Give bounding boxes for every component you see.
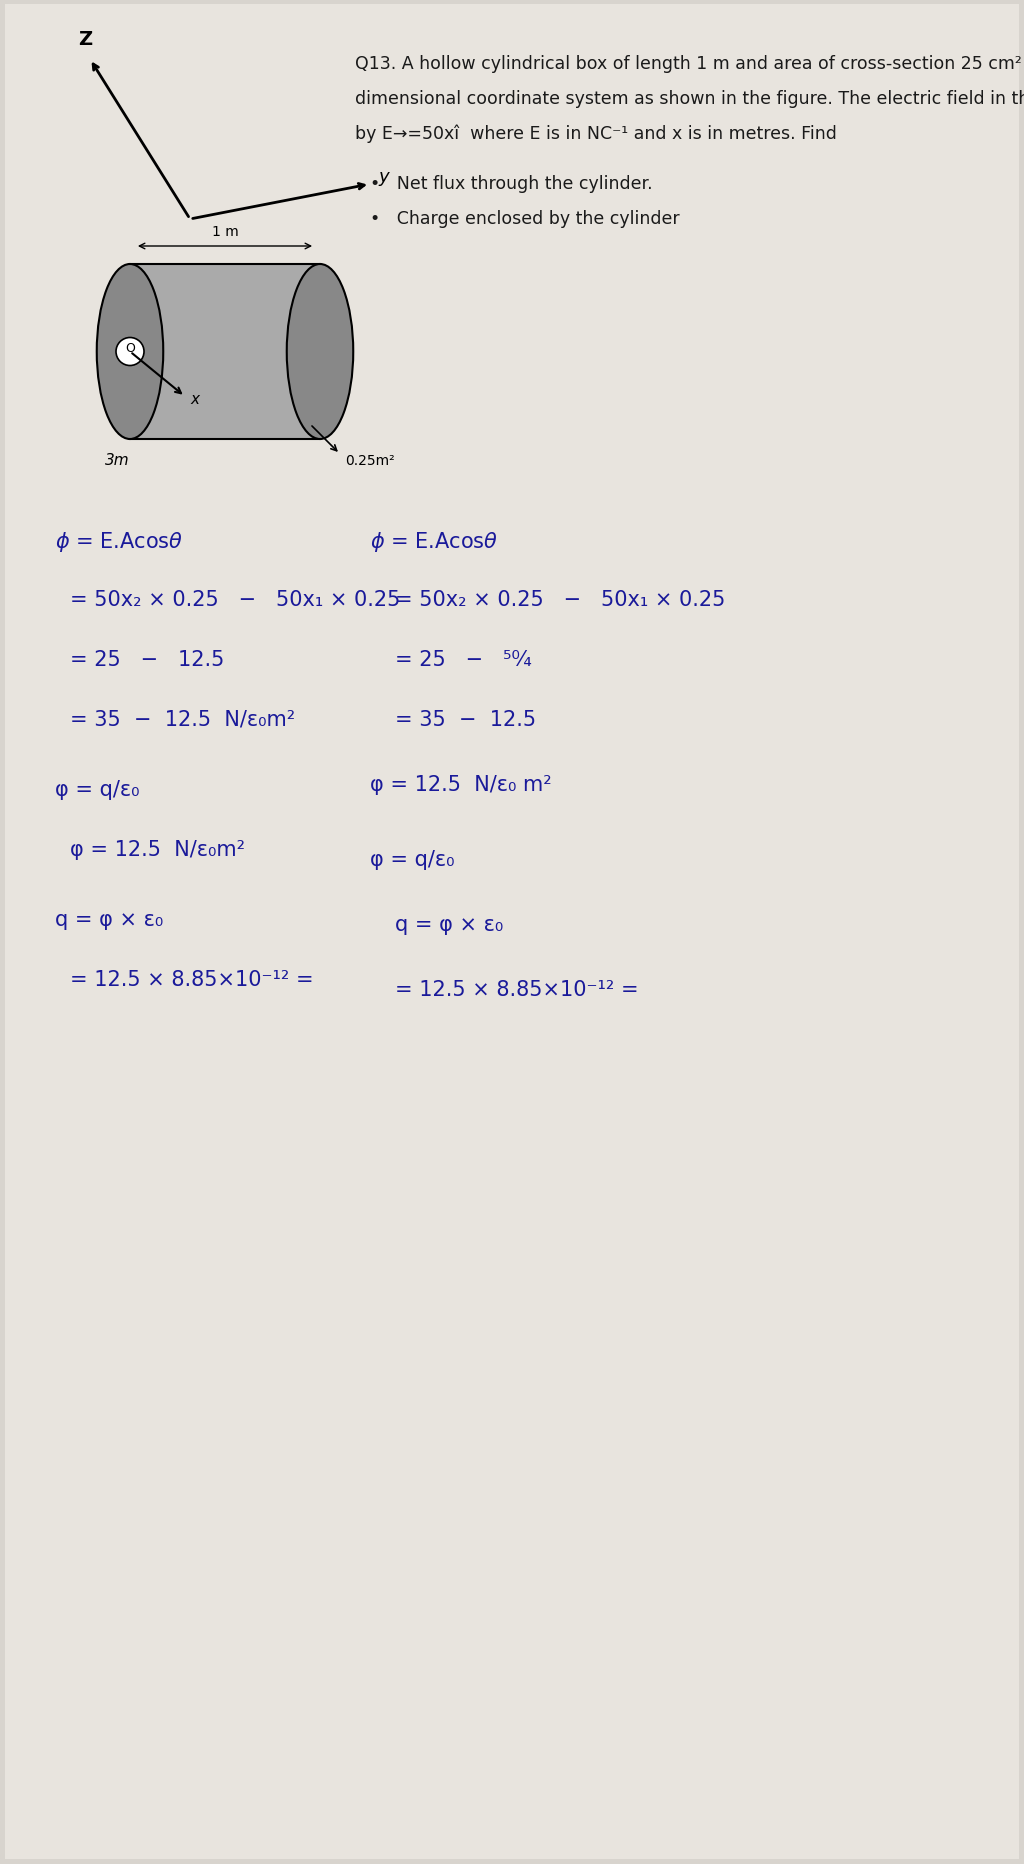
Text: •   Charge enclosed by the cylinder: • Charge enclosed by the cylinder: [370, 211, 680, 227]
Text: 1 m: 1 m: [212, 226, 239, 239]
Text: = 35  −  12.5  N/ε₀m²: = 35 − 12.5 N/ε₀m²: [70, 710, 295, 729]
Ellipse shape: [96, 265, 163, 440]
Text: φ = q/ε₀: φ = q/ε₀: [55, 779, 139, 800]
Text: 0.25m²: 0.25m²: [345, 453, 394, 468]
Text: = 12.5 × 8.85×10⁻¹² =: = 12.5 × 8.85×10⁻¹² =: [70, 969, 313, 990]
Text: = 12.5 × 8.85×10⁻¹² =: = 12.5 × 8.85×10⁻¹² =: [395, 979, 639, 999]
Ellipse shape: [287, 265, 353, 440]
Text: φ = 12.5  N/ε₀m²: φ = 12.5 N/ε₀m²: [70, 839, 245, 859]
Text: q = φ × ε₀: q = φ × ε₀: [395, 915, 503, 934]
Text: $\phi$ = E.Acos$\theta$: $\phi$ = E.Acos$\theta$: [370, 529, 498, 554]
Text: Q13. A hollow cylindrical box of length 1 m and area of cross-section 25 cm² is : Q13. A hollow cylindrical box of length …: [355, 54, 1024, 73]
Text: •   Net flux through the cylinder.: • Net flux through the cylinder.: [370, 175, 652, 192]
Text: by E→=50xî  where E is in NC⁻¹ and x is in metres. Find: by E→=50xî where E is in NC⁻¹ and x is i…: [355, 125, 837, 144]
Circle shape: [116, 339, 144, 367]
Text: Z: Z: [78, 30, 92, 48]
Text: y: y: [378, 168, 389, 186]
Bar: [130, 265, 321, 440]
Text: = 50x₂ × 0.25   −   50x₁ × 0.25: = 50x₂ × 0.25 − 50x₁ × 0.25: [395, 589, 725, 610]
Text: q = φ × ε₀: q = φ × ε₀: [55, 910, 163, 930]
Text: $\phi$ = E.Acos$\theta$: $\phi$ = E.Acos$\theta$: [55, 529, 183, 554]
Text: φ = q/ε₀: φ = q/ε₀: [370, 850, 455, 869]
Text: = 50x₂ × 0.25   −   50x₁ × 0.25: = 50x₂ × 0.25 − 50x₁ × 0.25: [70, 589, 400, 610]
Text: x: x: [190, 391, 199, 406]
Text: = 25   −   ⁵⁰⁄₄: = 25 − ⁵⁰⁄₄: [395, 651, 531, 669]
Text: = 25   −   12.5: = 25 − 12.5: [70, 651, 224, 669]
Text: 3m: 3m: [105, 453, 130, 468]
Text: = 35  −  12.5: = 35 − 12.5: [395, 710, 537, 729]
Text: dimensional coordinate system as shown in the figure. The electric field in the : dimensional coordinate system as shown i…: [355, 89, 1024, 108]
Text: φ = 12.5  N/ε₀ m²: φ = 12.5 N/ε₀ m²: [370, 775, 552, 794]
Text: O: O: [125, 341, 135, 354]
